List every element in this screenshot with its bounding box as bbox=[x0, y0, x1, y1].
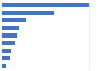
Bar bbox=[2, 41, 15, 45]
Bar bbox=[2, 11, 54, 15]
Bar bbox=[2, 33, 17, 38]
Bar bbox=[2, 49, 11, 53]
Bar bbox=[2, 56, 10, 60]
Bar bbox=[2, 26, 19, 30]
Bar bbox=[2, 64, 6, 68]
Bar bbox=[2, 18, 26, 22]
Bar bbox=[2, 3, 89, 7]
